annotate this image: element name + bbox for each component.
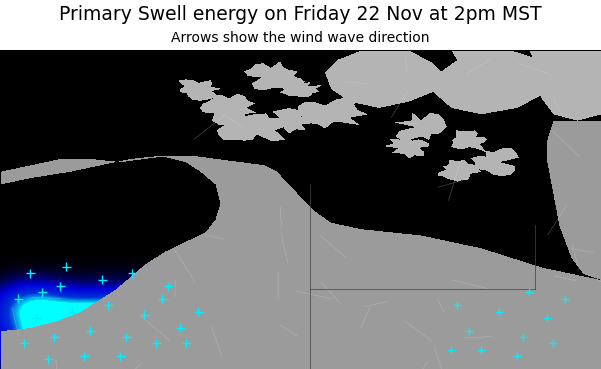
Text: Primary Swell energy on Friday 22 Nov at 2pm MST: Primary Swell energy on Friday 22 Nov at… (59, 6, 542, 24)
Text: Arrows show the wind wave direction: Arrows show the wind wave direction (171, 31, 430, 45)
